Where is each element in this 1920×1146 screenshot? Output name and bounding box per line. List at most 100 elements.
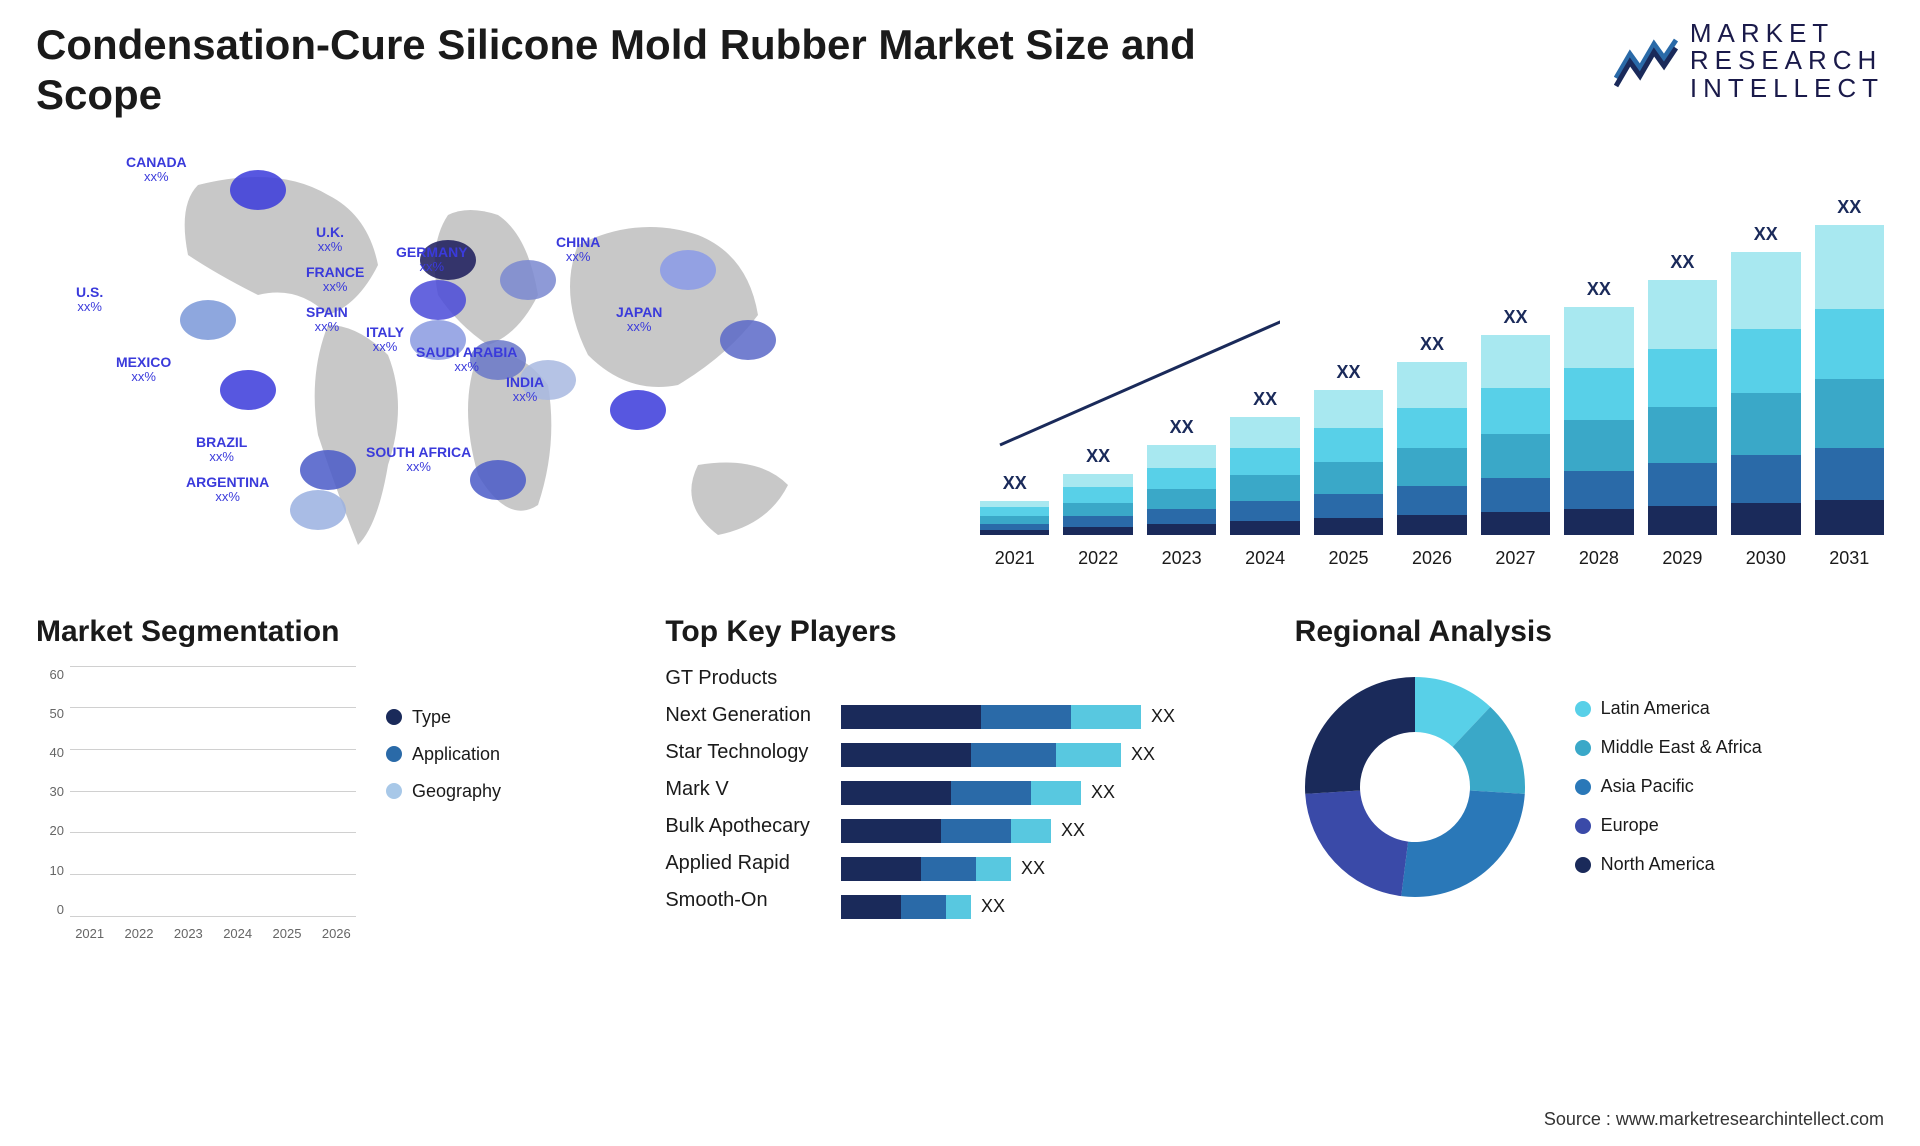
donut-slice	[1305, 677, 1415, 794]
bar-value-label: XX	[1564, 279, 1633, 300]
bar-value-label: XX	[1147, 417, 1216, 438]
country-label: CHINAxx%	[556, 235, 600, 265]
seg-y-tick: 60	[36, 667, 64, 682]
seg-y-tick: 10	[36, 863, 64, 878]
main-chart-year: 2021	[980, 548, 1049, 569]
country-label: FRANCExx%	[306, 265, 364, 295]
donut-slice	[1401, 790, 1525, 897]
country-label: U.K.xx%	[316, 225, 344, 255]
main-chart-year: 2026	[1397, 548, 1466, 569]
segmentation-chart: 0102030405060 202120222023202420252026	[36, 667, 356, 947]
key-player-bar: XX	[841, 819, 1255, 843]
main-chart-bar: XX	[1648, 280, 1717, 535]
source-attribution: Source : www.marketresearchintellect.com	[1544, 1109, 1884, 1130]
country-label: SPAINxx%	[306, 305, 348, 335]
key-player-value: XX	[981, 896, 1005, 917]
segmentation-title: Market Segmentation	[36, 615, 625, 649]
country-label: MEXICOxx%	[116, 355, 171, 385]
key-players-panel: Top Key Players GT Products Next Generati…	[665, 615, 1254, 947]
country-label: GERMANYxx%	[396, 245, 468, 275]
seg-y-tick: 20	[36, 823, 64, 838]
bar-value-label: XX	[1481, 307, 1550, 328]
country-label: SAUDI ARABIAxx%	[416, 345, 517, 375]
country-label: U.S.xx%	[76, 285, 103, 315]
main-chart-bar: XX	[1314, 390, 1383, 535]
bar-value-label: XX	[980, 473, 1049, 494]
seg-year: 2021	[70, 926, 109, 941]
country-label: ITALYxx%	[366, 325, 404, 355]
legend-label: Asia Pacific	[1601, 776, 1694, 797]
seg-y-tick: 40	[36, 745, 64, 760]
key-player-bar: XX	[841, 895, 1255, 919]
key-players-title: Top Key Players	[665, 615, 1254, 649]
key-player-name: Star Technology	[665, 741, 811, 764]
main-chart-bar: XX	[1063, 474, 1132, 535]
logo-line1: MARKET	[1690, 20, 1884, 47]
seg-y-tick: 50	[36, 706, 64, 721]
legend-swatch-icon	[1575, 701, 1591, 717]
regional-legend-item: Europe	[1575, 815, 1762, 836]
country-label: ARGENTINAxx%	[186, 475, 269, 505]
main-bar-chart: XXXXXXXXXXXXXXXXXXXXXX 20212022202320242…	[980, 145, 1884, 575]
main-chart-bar: XX	[1397, 362, 1466, 535]
legend-swatch-icon	[1575, 740, 1591, 756]
country-label: JAPANxx%	[616, 305, 662, 335]
bar-value-label: XX	[1314, 362, 1383, 383]
key-player-value: XX	[1091, 782, 1115, 803]
seg-legend-item: Type	[386, 707, 501, 728]
main-chart-year: 2029	[1648, 548, 1717, 569]
main-chart-year: 2024	[1230, 548, 1299, 569]
seg-year: 2023	[169, 926, 208, 941]
key-player-name: Next Generation	[665, 704, 811, 727]
legend-label: North America	[1601, 854, 1715, 875]
legend-label: Type	[412, 707, 451, 728]
main-chart-bar: XX	[1230, 417, 1299, 535]
main-chart-bar: XX	[1147, 445, 1216, 535]
country-label: SOUTH AFRICAxx%	[366, 445, 471, 475]
bar-value-label: XX	[1397, 334, 1466, 355]
legend-swatch-icon	[1575, 818, 1591, 834]
seg-year: 2025	[267, 926, 306, 941]
legend-swatch-icon	[386, 783, 402, 799]
logo-line3: INTELLECT	[1690, 75, 1884, 102]
key-player-value: XX	[1151, 706, 1175, 727]
regional-legend: Latin America Middle East & Africa Asia Pa…	[1575, 698, 1762, 875]
main-chart-bar: XX	[1815, 225, 1884, 535]
main-chart-year: 2022	[1063, 548, 1132, 569]
key-player-name: Mark V	[665, 778, 811, 801]
country-label: CANADAxx%	[126, 155, 187, 185]
legend-label: Europe	[1601, 815, 1659, 836]
brand-logo: MARKET RESEARCH INTELLECT	[1614, 20, 1884, 102]
key-player-bar	[841, 667, 1255, 691]
legend-swatch-icon	[386, 746, 402, 762]
legend-label: Latin America	[1601, 698, 1710, 719]
seg-y-tick: 30	[36, 784, 64, 799]
key-players-list: GT Products Next Generation Star Technolog…	[665, 667, 811, 919]
key-players-bars: XX XX XX XX XX XX	[841, 667, 1255, 919]
key-player-name: GT Products	[665, 667, 811, 690]
regional-legend-item: North America	[1575, 854, 1762, 875]
main-chart-bar: XX	[1731, 252, 1800, 534]
main-chart-year: 2030	[1731, 548, 1800, 569]
seg-year: 2024	[218, 926, 257, 941]
key-player-value: XX	[1021, 858, 1045, 879]
main-chart-year: 2027	[1481, 548, 1550, 569]
regional-legend-item: Asia Pacific	[1575, 776, 1762, 797]
key-player-name: Applied Rapid	[665, 852, 811, 875]
main-chart-year: 2028	[1564, 548, 1633, 569]
bar-value-label: XX	[1063, 446, 1132, 467]
main-chart-year: 2023	[1147, 548, 1216, 569]
key-player-value: XX	[1131, 744, 1155, 765]
main-chart-year: 2031	[1815, 548, 1884, 569]
key-player-name: Bulk Apothecary	[665, 815, 811, 838]
country-label: BRAZILxx%	[196, 435, 247, 465]
key-player-bar: XX	[841, 781, 1255, 805]
segmentation-legend: TypeApplicationGeography	[386, 707, 501, 947]
country-label: INDIAxx%	[506, 375, 544, 405]
bar-value-label: XX	[1648, 252, 1717, 273]
legend-label: Middle East & Africa	[1601, 737, 1762, 758]
key-player-value: XX	[1061, 820, 1085, 841]
page-title: Condensation-Cure Silicone Mold Rubber M…	[36, 20, 1236, 121]
regional-donut-chart	[1295, 667, 1535, 907]
regional-panel: Regional Analysis Latin AmericaMiddle Ea…	[1295, 615, 1884, 947]
